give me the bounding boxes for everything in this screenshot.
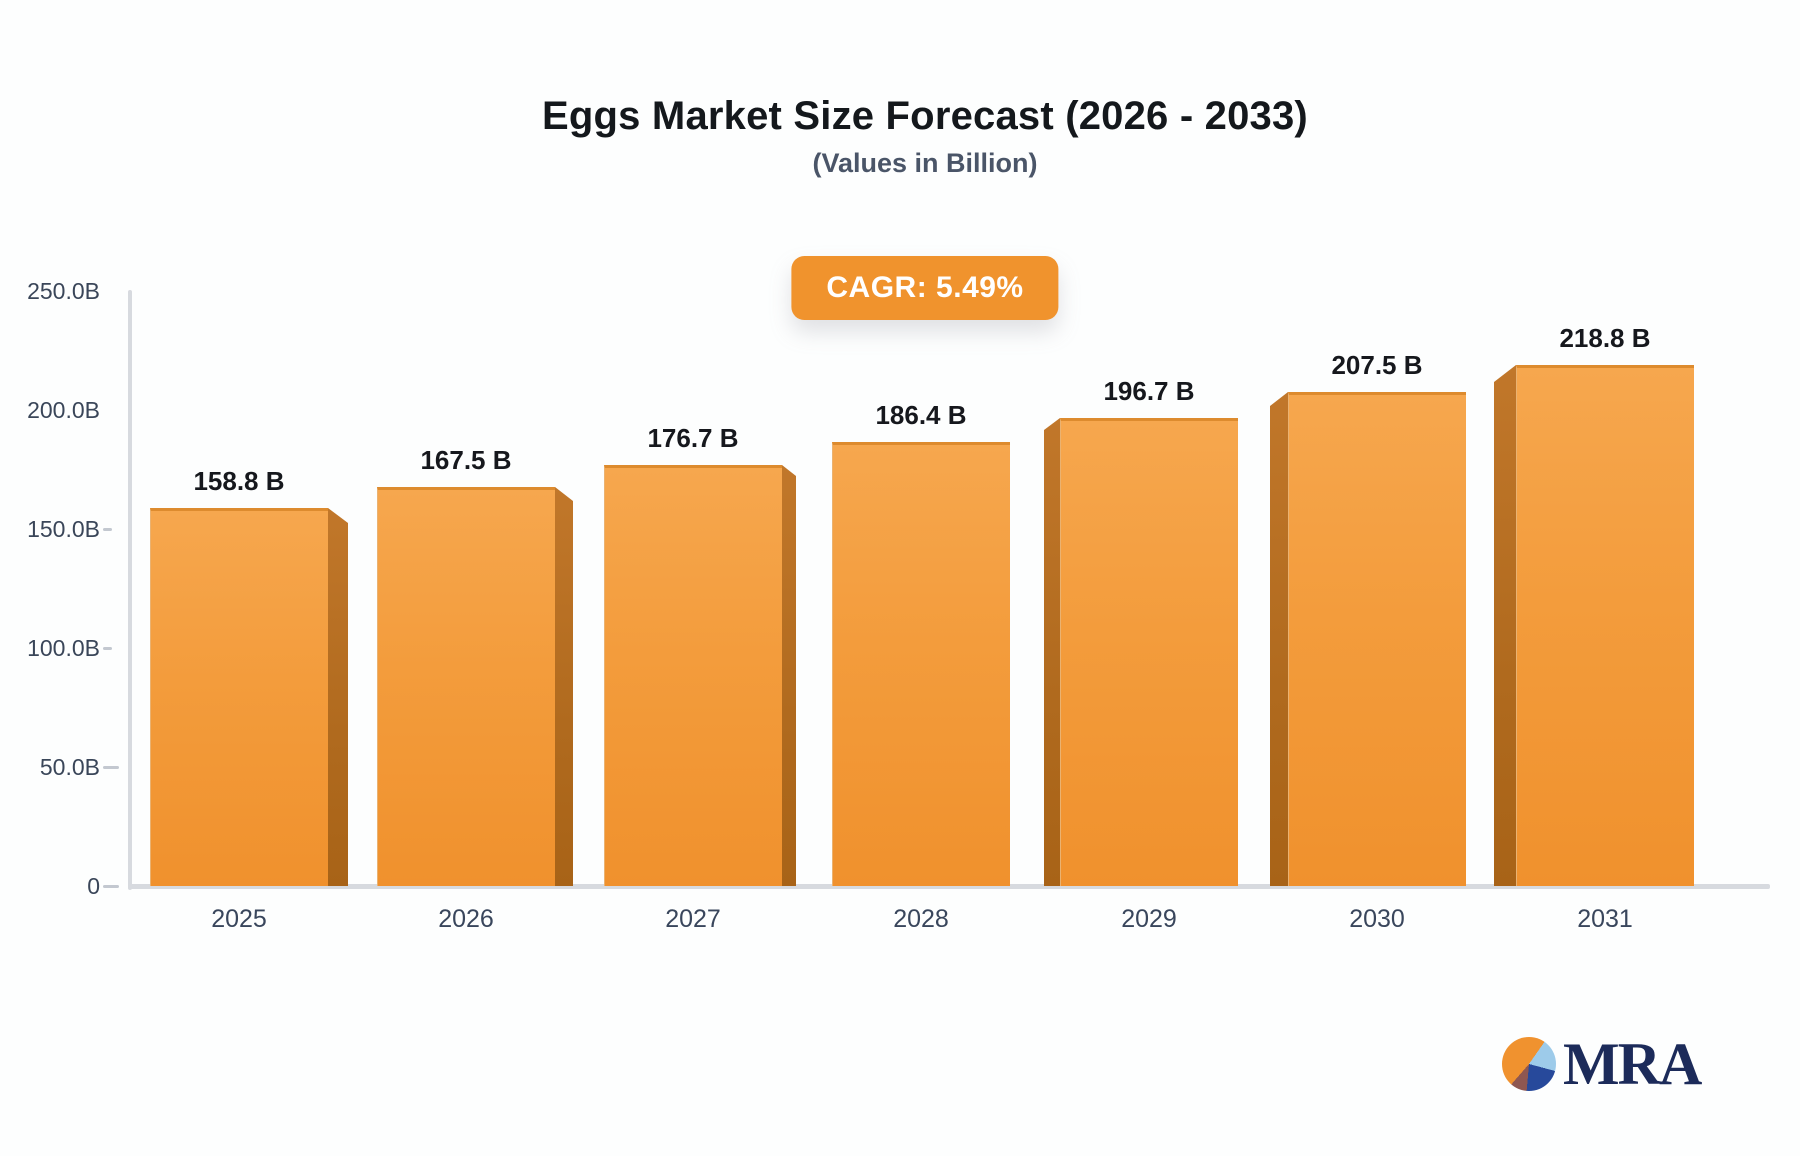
bar-value-label: 167.5 B	[420, 445, 512, 475]
bar-2027	[604, 465, 782, 886]
chart-title: Eggs Market Size Forecast (2026 - 2033)	[542, 94, 1308, 138]
bar-value-label: 218.8 B	[1559, 323, 1651, 353]
x-axis-label-2027: 2027	[665, 905, 721, 933]
bar-value-label: 207.5 B	[1331, 350, 1423, 380]
x-axis-label-2028: 2028	[893, 905, 949, 933]
bar-2028	[832, 442, 1010, 886]
y-axis-tick-label: 200.0B	[27, 397, 100, 423]
bar-side-face	[328, 508, 348, 886]
x-axis-label-2029: 2029	[1121, 905, 1177, 933]
cagr-badge: CAGR: 5.49%	[791, 256, 1059, 320]
bar-2031	[1516, 365, 1694, 886]
y-axis-tick-label: 150.0B	[27, 516, 100, 542]
bar-side-face	[1270, 392, 1288, 886]
y-axis-tick-mark	[103, 885, 119, 888]
bar-side-face	[782, 465, 796, 886]
bar-value-label: 186.4 B	[875, 400, 967, 430]
x-axis-label-2025: 2025	[211, 905, 267, 933]
x-axis-label-2031: 2031	[1577, 905, 1633, 933]
bar-side-face	[1494, 365, 1516, 886]
y-axis-tick-mark	[103, 528, 112, 531]
bar-2025	[150, 508, 328, 886]
pie-chart-icon	[1502, 1037, 1556, 1091]
x-axis-label-2030: 2030	[1349, 905, 1405, 933]
bar-side-face	[1044, 418, 1060, 886]
y-axis-tick-mark	[103, 647, 112, 650]
brand-logo: MRA	[1502, 1031, 1702, 1097]
x-axis-line	[128, 884, 1770, 889]
y-axis-tick-label: 0	[87, 873, 100, 899]
bar-value-label: 158.8 B	[193, 466, 285, 496]
cagr-badge-row: CAGR: 5.49%	[50, 256, 1800, 326]
chart-subtitle: (Values in Billion)	[812, 148, 1038, 178]
bar-2030	[1288, 392, 1466, 886]
y-axis-tick-label: 250.0B	[27, 278, 100, 304]
x-axis-label-2026: 2026	[438, 905, 494, 933]
y-axis-tick-label: 100.0B	[27, 635, 100, 661]
bar-value-label: 176.7 B	[647, 423, 739, 453]
y-axis-line	[128, 290, 132, 890]
y-axis-tick-label: 50.0B	[39, 754, 100, 780]
brand-name: MRA	[1563, 1031, 1702, 1097]
bar-value-label: 196.7 B	[1103, 376, 1195, 406]
bar-side-face	[555, 487, 573, 886]
bar-2026	[377, 487, 555, 886]
y-axis-tick-mark	[103, 766, 119, 769]
bar-2029	[1060, 418, 1238, 886]
